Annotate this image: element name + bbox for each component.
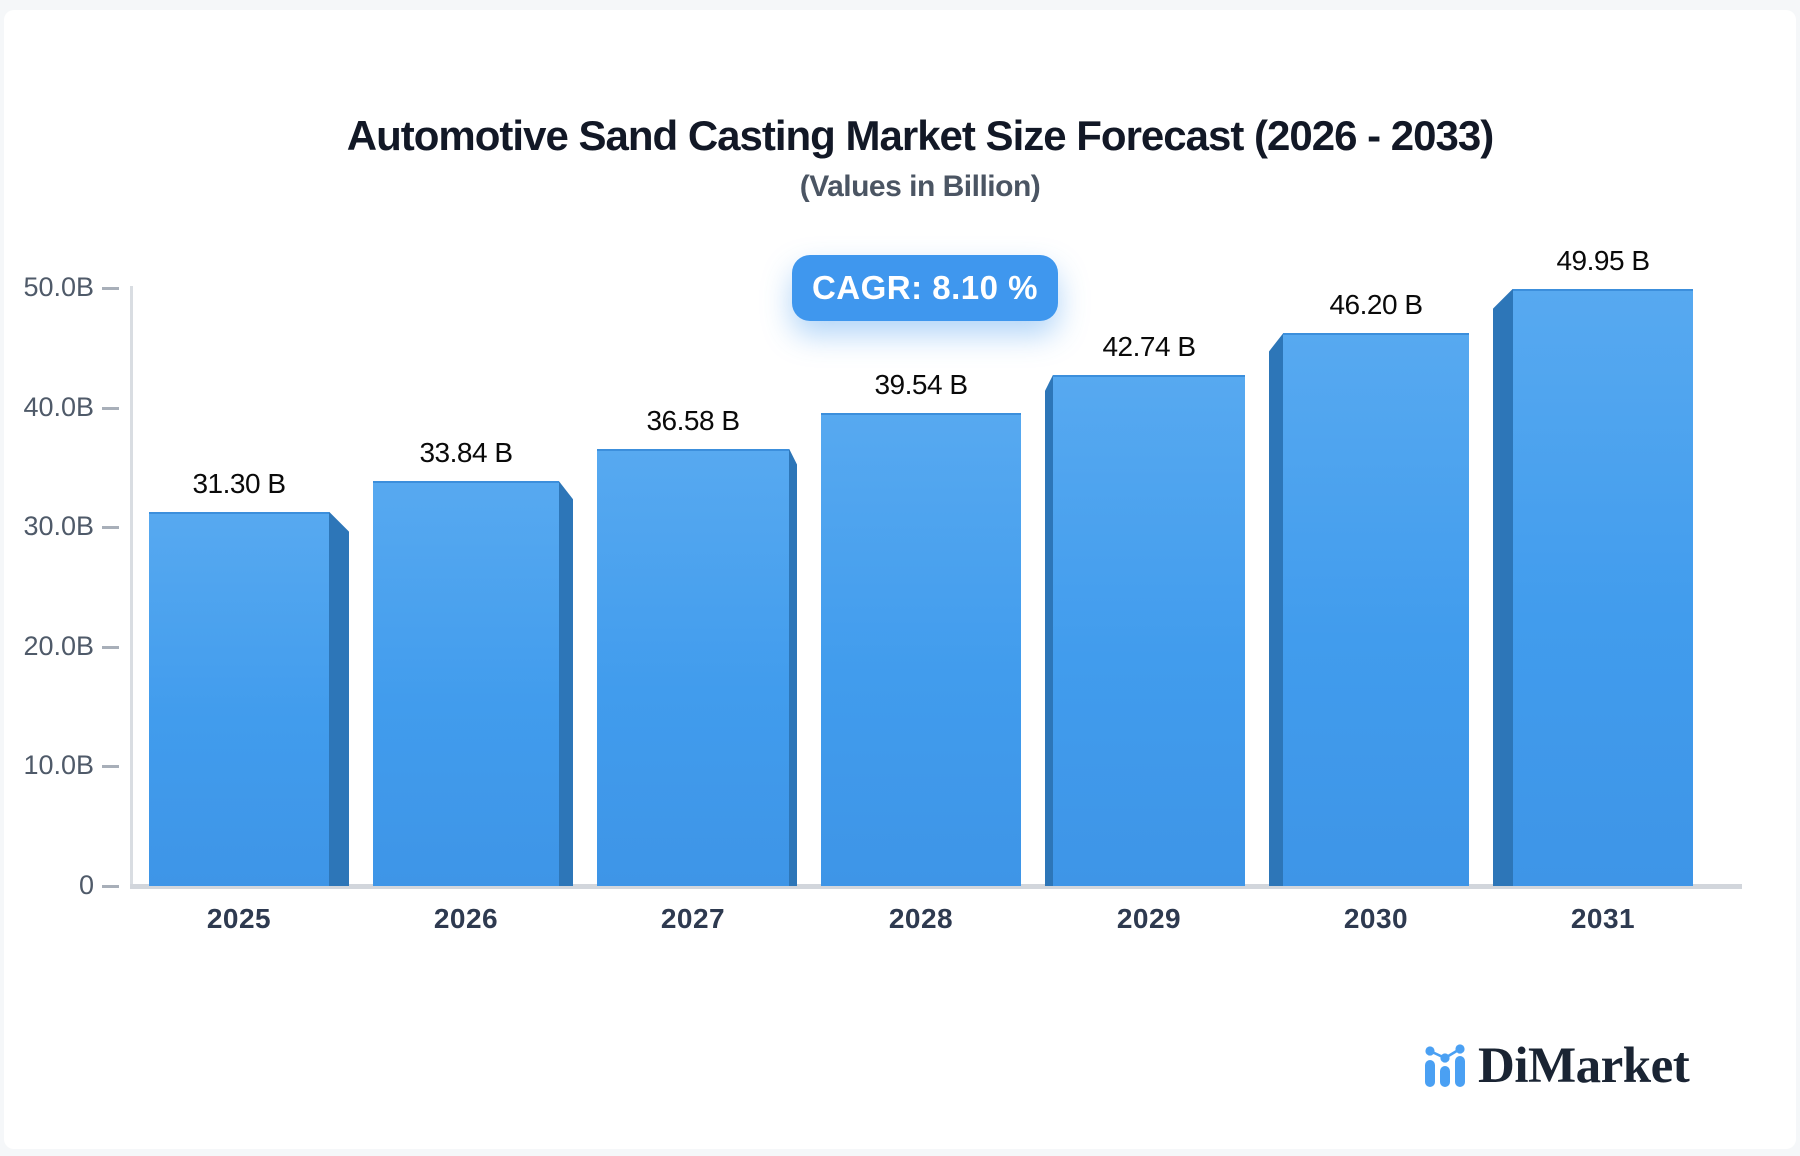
x-axis-category-label: 2029 xyxy=(1116,903,1182,934)
bar xyxy=(1513,288,1693,886)
chart-subtitle: (Values in Billion) xyxy=(799,170,1041,203)
y-axis-tick xyxy=(102,645,119,649)
x-axis-category-label: 2027 xyxy=(660,903,726,934)
bar-value-label: 33.84 B xyxy=(419,437,513,469)
x-axis-category-label: 2028 xyxy=(888,903,954,934)
bar-side-face xyxy=(1045,374,1053,886)
y-axis-tick-label: 40.0B xyxy=(23,391,94,422)
bar-value-label: 46.20 B xyxy=(1329,289,1423,321)
x-axis-category-label: 2026 xyxy=(433,903,499,934)
x-axis-category-label: 2030 xyxy=(1343,903,1409,934)
y-axis-tick xyxy=(102,885,119,888)
bar-side-face xyxy=(559,481,573,886)
y-axis-tick xyxy=(102,287,119,290)
bar xyxy=(821,413,1021,886)
y-axis-tick xyxy=(102,406,119,410)
bar-value-label: 42.74 B xyxy=(1102,330,1196,362)
dimarket-logo-text: DiMarket xyxy=(1478,1038,1690,1094)
x-axis-category-label: 2031 xyxy=(1570,903,1636,934)
x-axis-category-label: 2025 xyxy=(206,903,272,934)
bar-side-face xyxy=(329,511,349,886)
bar xyxy=(1053,374,1245,886)
y-axis-tick xyxy=(102,526,119,530)
y-axis-line xyxy=(130,286,133,888)
bar-value-label: 49.95 B xyxy=(1556,244,1650,276)
bar-side-face xyxy=(1493,288,1513,886)
y-axis-tick-label: 20.0B xyxy=(23,630,94,661)
bar-value-label: 36.58 B xyxy=(646,404,740,436)
bar xyxy=(149,511,329,886)
y-axis-tick-label: 30.0B xyxy=(23,511,94,542)
y-axis-tick-label: 50.0B xyxy=(23,272,94,302)
mini-bar-chart-icon xyxy=(1425,1044,1465,1087)
cagr-badge: CAGR: 8.10 % xyxy=(792,255,1058,321)
bar-side-face xyxy=(789,448,797,886)
y-axis-tick xyxy=(102,765,119,769)
dimarket-logo: DiMarket xyxy=(1422,1038,1690,1094)
bar xyxy=(597,448,789,886)
cagr-badge-label: CAGR: 8.10 % xyxy=(811,269,1039,306)
bar-side-face xyxy=(1269,333,1283,886)
y-axis-tick-label: 0 xyxy=(78,870,94,900)
bar-value-label: 31.30 B xyxy=(192,467,286,499)
x-axis-line xyxy=(130,884,1742,889)
bar xyxy=(1283,333,1469,886)
chart-title: Automotive Sand Casting Market Size Fore… xyxy=(346,112,1494,159)
y-axis-tick-label: 10.0B xyxy=(23,750,94,781)
bar-value-label: 39.54 B xyxy=(874,369,968,401)
bar xyxy=(373,481,559,886)
